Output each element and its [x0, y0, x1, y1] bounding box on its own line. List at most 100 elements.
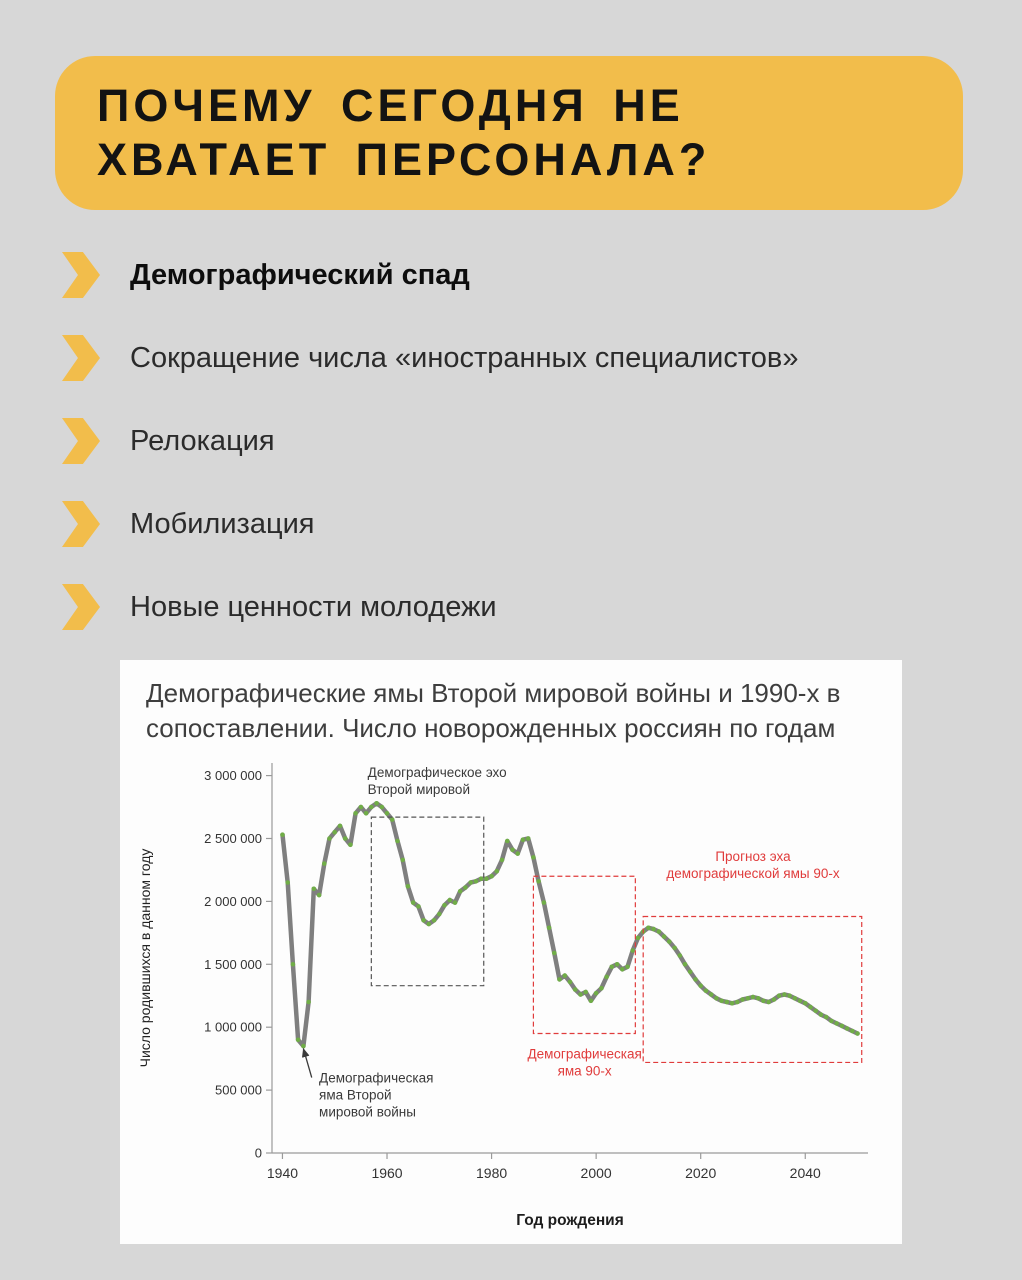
data-point: [829, 1018, 834, 1024]
pit90s-label: яма 90-х: [558, 1064, 612, 1079]
data-point: [630, 948, 635, 953]
echo-label: Демографическое эхо: [368, 765, 507, 780]
bullet-label: Мобилизация: [130, 507, 315, 540]
data-point: [735, 999, 740, 1005]
title-banner: Почему сегодня не хватает персонала?: [55, 56, 963, 210]
y-tick-label: 1 000 000: [204, 1020, 262, 1035]
y-tick-label: 500 000: [215, 1083, 262, 1098]
data-point: [782, 992, 787, 997]
forecast-label: демографической ямы 90-х: [666, 866, 839, 881]
data-point: [834, 1021, 839, 1026]
data-point: [839, 1023, 845, 1029]
data-point: [724, 999, 730, 1005]
bullet-label: Релокация: [130, 424, 275, 457]
data-point: [844, 1026, 850, 1031]
birth-line: [280, 801, 860, 1049]
arrow-bullet-icon: [62, 584, 100, 630]
data-point: [405, 884, 411, 889]
data-point: [583, 989, 588, 995]
ww2-pit-label: яма Второй: [319, 1088, 392, 1103]
data-point: [311, 886, 317, 892]
data-point: [729, 1001, 735, 1006]
bullet-list: Демографический спад Сокращение числа «ин…: [62, 252, 798, 630]
data-point: [719, 998, 724, 1004]
echo-box: [370, 816, 485, 987]
y-tick-label: 2 500 000: [204, 831, 262, 846]
data-point: [818, 1012, 824, 1018]
data-point: [437, 911, 442, 917]
echo-label: Второй мировой: [368, 782, 470, 797]
x-tick-label: 2040: [790, 1165, 821, 1181]
data-point: [808, 1004, 813, 1010]
bullet-item: Мобилизация: [62, 501, 798, 547]
data-point: [431, 918, 437, 923]
data-point: [620, 967, 625, 972]
data-point: [635, 935, 641, 941]
data-point: [358, 804, 364, 810]
data-point: [766, 999, 771, 1005]
data-point: [322, 861, 327, 867]
data-point: [625, 964, 630, 970]
data-point: [295, 1037, 301, 1043]
forecast-box: [642, 916, 863, 1064]
chart-card: Демографические ямы Второй мировой войны…: [120, 660, 902, 1244]
data-point: [515, 851, 520, 857]
ww2-pit-label-arrow: [301, 1048, 313, 1078]
y-tick-label: 1 500 000: [204, 957, 262, 972]
data-point: [353, 811, 358, 816]
data-point: [395, 838, 400, 844]
data-point: [823, 1014, 829, 1020]
data-point: [797, 998, 803, 1004]
data-point: [755, 996, 761, 1001]
data-point: [593, 991, 599, 996]
arrow-bullet-icon: [62, 501, 100, 547]
data-point: [614, 962, 620, 967]
data-point: [536, 879, 541, 884]
data-point: [416, 904, 421, 909]
data-point: [599, 986, 604, 991]
data-point: [552, 950, 557, 956]
data-point: [510, 847, 515, 853]
data-point: [332, 830, 337, 835]
data-point: [337, 823, 343, 829]
data-point: [546, 925, 552, 931]
data-point: [489, 874, 494, 879]
data-point: [494, 869, 500, 874]
data-point: [567, 979, 573, 985]
data-point: [698, 983, 703, 989]
data-point: [426, 921, 432, 927]
data-point: [714, 996, 719, 1001]
data-point: [531, 855, 536, 860]
data-point: [290, 962, 296, 967]
data-point: [750, 994, 756, 1000]
data-point: [306, 999, 311, 1005]
x-tick-label: 1980: [476, 1165, 507, 1181]
arrow-bullet-icon: [62, 418, 100, 464]
data-point: [708, 992, 714, 997]
data-point: [672, 945, 677, 951]
data-point: [562, 973, 568, 979]
data-point: [703, 988, 709, 994]
data-point: [316, 892, 322, 898]
data-point: [389, 817, 395, 823]
birth-chart: 0 500 000 1 000 000 1 500 000 2 000 000 2 500…: [137, 763, 868, 1229]
y-tick-label: 3 000 000: [204, 768, 262, 783]
bullet-item: Сокращение числа «иностранных специалист…: [62, 335, 798, 381]
data-point: [374, 801, 379, 806]
page-title: Почему сегодня не хватает персонала?: [97, 80, 711, 185]
data-point: [776, 993, 782, 999]
data-point: [280, 832, 285, 838]
data-point: [771, 997, 777, 1002]
bullet-label: Новые ценности молодежи: [130, 590, 497, 623]
data-point: [348, 842, 353, 848]
data-point: [850, 1028, 855, 1034]
data-point: [442, 903, 447, 908]
bullet-item: Релокация: [62, 418, 798, 464]
data-point: [421, 918, 426, 923]
data-point: [604, 974, 609, 980]
data-point: [578, 992, 583, 997]
data-point: [588, 998, 594, 1004]
y-axis-title: Число родившихся в данном году: [137, 849, 153, 1068]
data-point: [463, 885, 468, 890]
